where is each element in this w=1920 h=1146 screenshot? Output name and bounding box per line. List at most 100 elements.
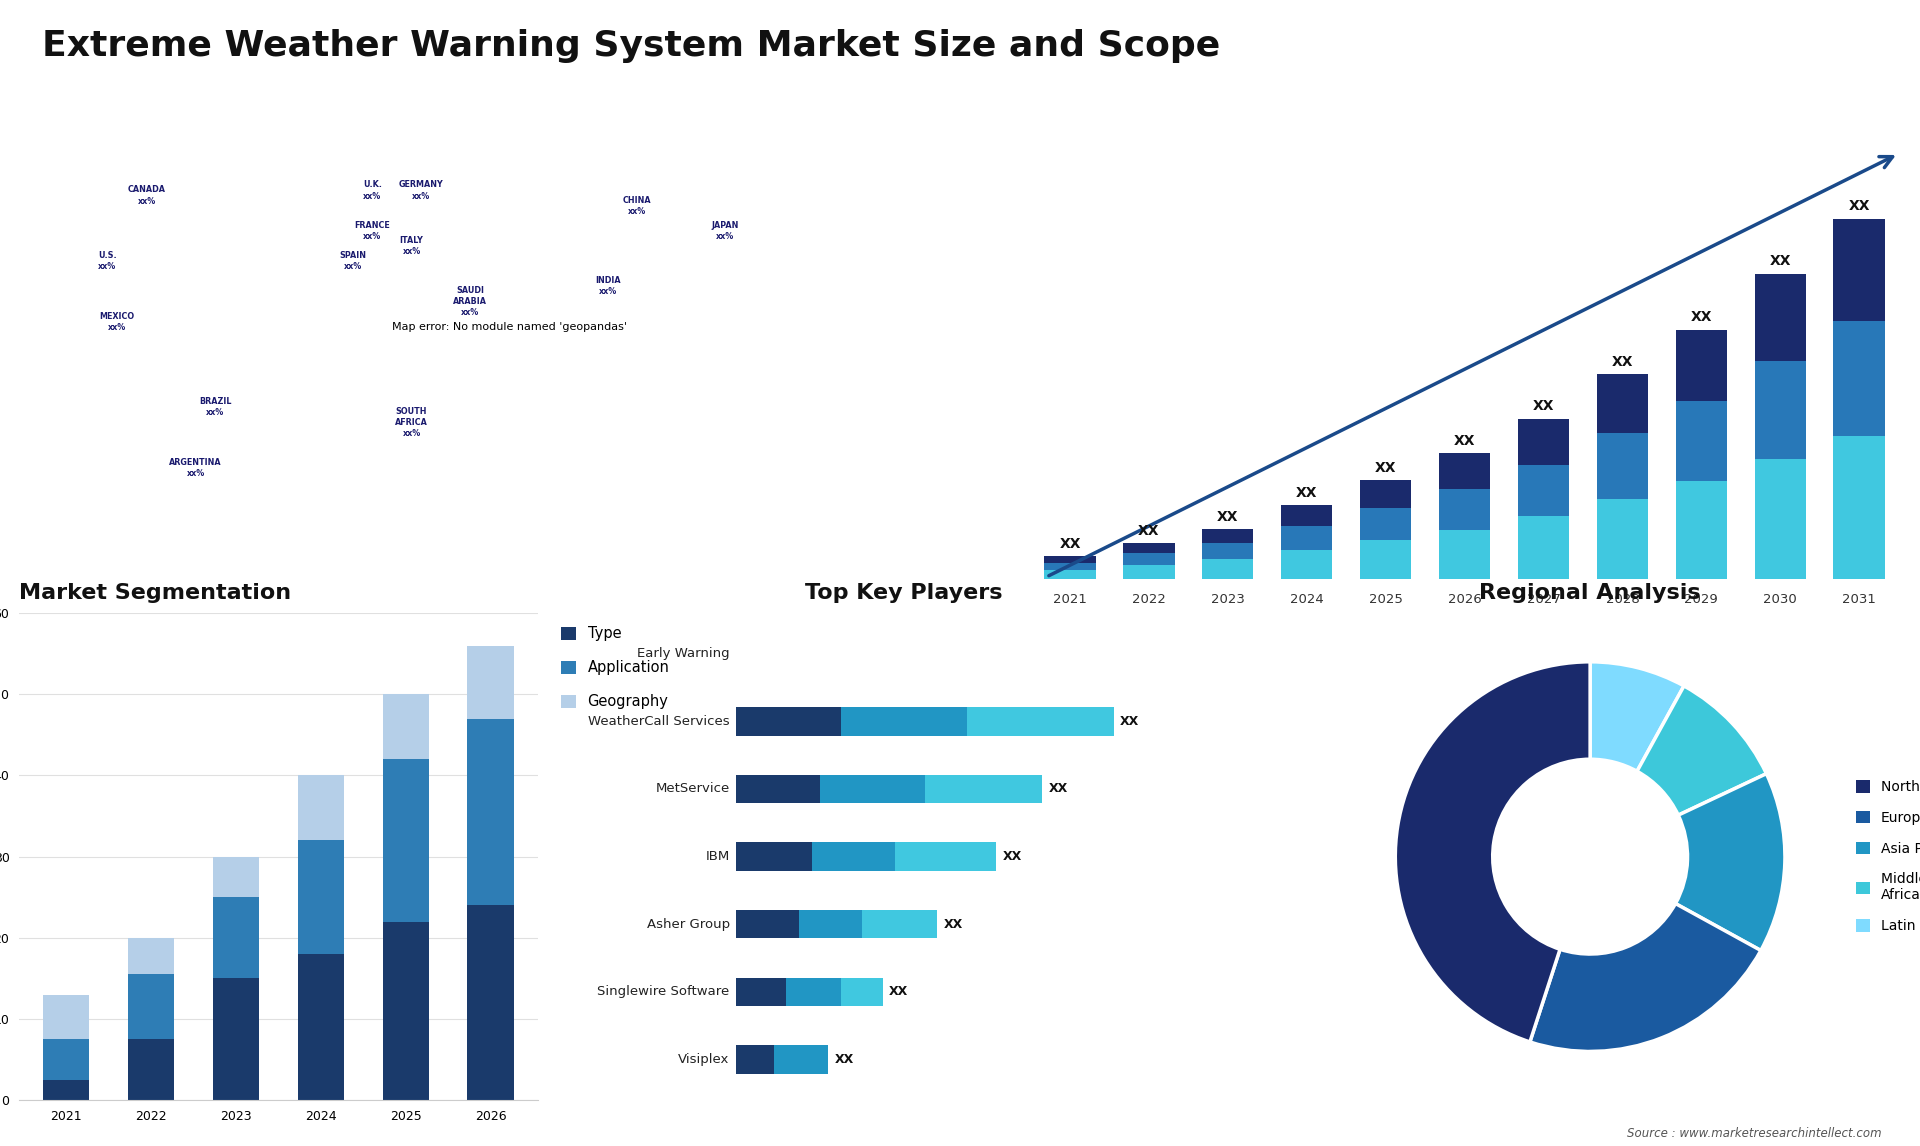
Text: Asher Group: Asher Group: [647, 918, 730, 931]
Bar: [735, 775, 820, 803]
Bar: [213, 857, 259, 897]
Bar: [735, 910, 799, 939]
Bar: [787, 978, 841, 1006]
Bar: [1755, 361, 1807, 458]
Text: 2021: 2021: [1052, 594, 1087, 606]
Title: Regional Analysis: Regional Analysis: [1478, 583, 1701, 603]
Bar: [1438, 529, 1490, 579]
Bar: [213, 979, 259, 1100]
Bar: [1281, 526, 1332, 550]
Bar: [42, 995, 90, 1039]
Bar: [467, 719, 515, 905]
Bar: [298, 953, 344, 1100]
Bar: [735, 842, 812, 871]
Text: XX: XX: [1048, 783, 1068, 795]
Bar: [1519, 517, 1569, 579]
Bar: [467, 905, 515, 1100]
Text: XX: XX: [1375, 461, 1396, 474]
Bar: [799, 910, 862, 939]
Wedge shape: [1590, 661, 1684, 771]
Bar: [966, 707, 1114, 736]
Bar: [895, 842, 996, 871]
Text: 2028: 2028: [1605, 594, 1640, 606]
Bar: [1202, 529, 1254, 543]
Text: SOUTH
AFRICA
xx%: SOUTH AFRICA xx%: [396, 407, 428, 438]
Bar: [1044, 563, 1096, 570]
Bar: [129, 1039, 175, 1100]
Text: XX: XX: [1770, 254, 1791, 268]
Text: 2027: 2027: [1526, 594, 1561, 606]
Bar: [1519, 465, 1569, 517]
Text: XX: XX: [1296, 486, 1317, 500]
Text: BRAZIL
xx%: BRAZIL xx%: [200, 398, 232, 417]
Text: MEXICO
xx%: MEXICO xx%: [100, 312, 134, 331]
Text: XX: XX: [1611, 355, 1634, 369]
Bar: [1597, 375, 1647, 433]
Bar: [298, 840, 344, 953]
Bar: [298, 776, 344, 840]
Text: MetService: MetService: [655, 783, 730, 795]
Bar: [382, 760, 430, 921]
Bar: [841, 707, 966, 736]
Bar: [1281, 505, 1332, 526]
Bar: [735, 1045, 774, 1074]
Text: Market Segmentation: Market Segmentation: [19, 583, 292, 603]
Bar: [1755, 274, 1807, 361]
Bar: [1597, 499, 1647, 579]
Text: Map error: No module named 'geopandas': Map error: No module named 'geopandas': [392, 322, 628, 331]
Text: XX: XX: [889, 986, 908, 998]
Bar: [1834, 321, 1885, 437]
Text: CHINA
xx%: CHINA xx%: [622, 196, 651, 215]
Bar: [1597, 433, 1647, 499]
Bar: [735, 978, 787, 1006]
Legend: Type, Application, Geography: Type, Application, Geography: [555, 620, 676, 715]
Text: XX: XX: [835, 1053, 854, 1066]
Bar: [1834, 219, 1885, 321]
Text: XX: XX: [1060, 537, 1081, 551]
Bar: [1123, 543, 1175, 552]
Bar: [129, 974, 175, 1039]
Text: XX: XX: [1217, 510, 1238, 524]
Bar: [1438, 489, 1490, 529]
Bar: [925, 775, 1043, 803]
Wedge shape: [1396, 661, 1590, 1042]
Text: XX: XX: [1690, 311, 1713, 324]
Text: Extreme Weather Warning System Market Size and Scope: Extreme Weather Warning System Market Si…: [42, 29, 1221, 63]
Bar: [382, 694, 430, 760]
Text: SPAIN
xx%: SPAIN xx%: [340, 251, 367, 272]
Bar: [862, 910, 937, 939]
Text: WeatherCall Services: WeatherCall Services: [588, 715, 730, 728]
Bar: [1044, 557, 1096, 563]
Text: GERMANY
xx%: GERMANY xx%: [399, 180, 444, 201]
Text: Early Warning: Early Warning: [637, 647, 730, 660]
Bar: [1359, 509, 1411, 541]
Text: SAUDI
ARABIA
xx%: SAUDI ARABIA xx%: [453, 285, 488, 317]
Wedge shape: [1676, 774, 1786, 950]
Title: Top Key Players: Top Key Players: [804, 583, 1002, 603]
Bar: [841, 978, 883, 1006]
Bar: [213, 897, 259, 979]
Text: XX: XX: [943, 918, 964, 931]
Text: XX: XX: [1002, 850, 1021, 863]
Bar: [129, 937, 175, 974]
Text: 2025: 2025: [1369, 594, 1404, 606]
Text: U.K.
xx%: U.K. xx%: [363, 180, 382, 201]
Bar: [735, 707, 841, 736]
Bar: [1044, 570, 1096, 579]
Bar: [1676, 330, 1726, 401]
Text: ITALY
xx%: ITALY xx%: [399, 236, 424, 256]
Text: 2023: 2023: [1212, 594, 1244, 606]
Text: XX: XX: [1119, 715, 1139, 728]
Wedge shape: [1638, 686, 1766, 815]
Bar: [42, 1039, 90, 1080]
Bar: [1519, 418, 1569, 465]
Bar: [1834, 437, 1885, 579]
Text: 2031: 2031: [1841, 594, 1876, 606]
Bar: [820, 775, 925, 803]
Bar: [774, 1045, 828, 1074]
Text: FRANCE
xx%: FRANCE xx%: [355, 221, 390, 241]
Bar: [1676, 401, 1726, 481]
Bar: [1438, 454, 1490, 489]
Bar: [1202, 543, 1254, 559]
Text: 2022: 2022: [1133, 594, 1165, 606]
